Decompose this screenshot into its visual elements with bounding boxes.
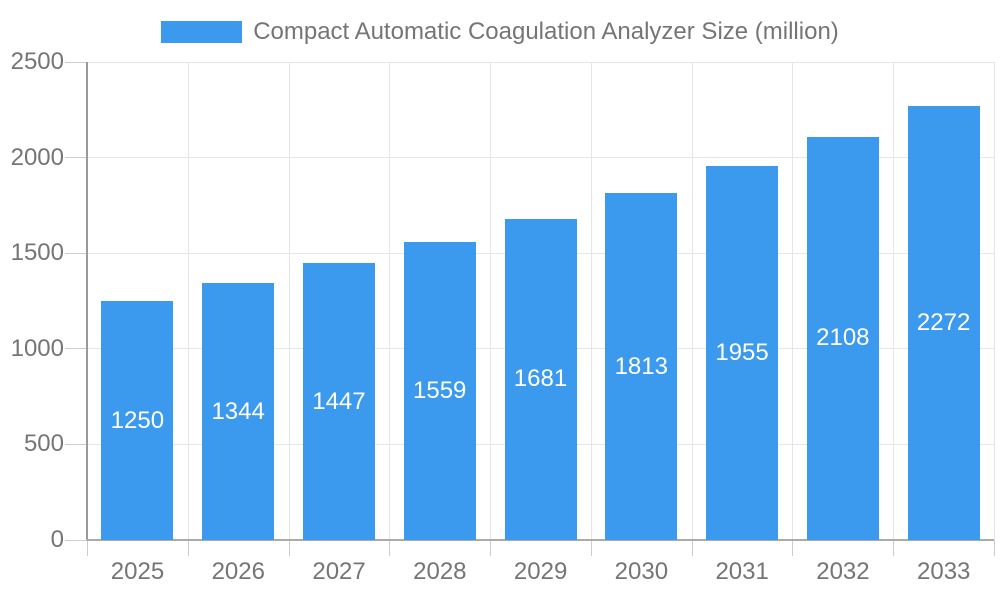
bar-value-label: 1344	[211, 397, 265, 425]
gridline-horizontal	[87, 61, 994, 63]
x-axis-tick	[691, 540, 693, 556]
x-axis-tick	[187, 540, 189, 556]
y-axis-tick	[65, 252, 87, 254]
gridline-vertical	[187, 62, 189, 540]
chart-legend[interactable]: Compact Automatic Coagulation Analyzer S…	[0, 16, 1000, 48]
gridline-vertical	[490, 62, 492, 540]
y-axis-tick-label: 500	[23, 430, 64, 458]
bar-2028[interactable]: 1559	[403, 241, 476, 540]
x-axis-tick-label-2033: 2033	[917, 558, 971, 585]
y-axis-tick	[65, 61, 87, 63]
gridline-vertical	[691, 62, 693, 540]
x-axis-tick-label-2025: 2025	[110, 558, 165, 585]
y-axis-tick-label: 0	[50, 526, 64, 553]
bar-2029[interactable]: 1681	[504, 218, 577, 540]
y-axis-tick-label: 1500	[10, 239, 64, 267]
x-axis-tick-label-2029: 2029	[513, 558, 568, 585]
y-axis-tick	[65, 443, 87, 445]
bar-value-label: 1955	[715, 339, 769, 367]
x-axis-tick-label-2032: 2032	[816, 558, 870, 585]
x-axis-tick-label-2031: 2031	[715, 558, 769, 585]
bar-value-label: 1447	[312, 387, 366, 415]
x-axis-tick	[590, 540, 592, 556]
bar-value-label: 1250	[110, 406, 165, 434]
gridline-vertical	[590, 62, 592, 540]
gridline-vertical	[792, 62, 794, 540]
legend-label: Compact Automatic Coagulation Analyzer S…	[253, 18, 839, 45]
y-axis-tick	[65, 348, 87, 350]
bar-2033[interactable]: 2272	[907, 105, 980, 540]
bar-2026[interactable]: 1344	[202, 283, 275, 540]
x-axis-tick-label-2028: 2028	[413, 558, 467, 585]
x-axis-tick	[490, 540, 492, 556]
x-axis-tick	[893, 540, 895, 556]
gridline-vertical	[288, 62, 290, 540]
x-axis-tick-label-2027: 2027	[312, 558, 366, 585]
x-axis-tick	[288, 540, 290, 556]
y-axis-tick-label: 1000	[10, 334, 64, 362]
y-axis-tick	[65, 539, 87, 541]
gridline-vertical	[893, 62, 895, 540]
y-axis-tick-label: 2500	[10, 48, 64, 75]
bar-value-label: 1681	[513, 365, 568, 393]
bar-2031[interactable]: 1955	[706, 166, 779, 540]
x-axis-tick	[792, 540, 794, 556]
bar-2032[interactable]: 2108	[806, 136, 879, 540]
y-axis-tick	[65, 157, 87, 159]
bar-2030[interactable]: 1813	[605, 193, 678, 540]
x-axis-tick-label-2026: 2026	[211, 558, 265, 585]
gridline-vertical	[994, 62, 995, 540]
bar-value-label: 1559	[413, 376, 467, 404]
x-axis-tick	[389, 540, 391, 556]
x-axis-tick	[994, 540, 995, 556]
bar-2027[interactable]: 1447	[302, 263, 375, 540]
y-axis-line	[86, 62, 88, 540]
y-axis-tick-label: 2000	[10, 143, 64, 171]
legend-swatch-icon	[161, 21, 243, 43]
bar-value-label: 2272	[916, 308, 971, 336]
x-axis-line	[87, 539, 994, 541]
bar-2025[interactable]: 1250	[101, 301, 174, 540]
gridline-vertical	[389, 62, 391, 540]
bar-value-label: 1813	[614, 352, 668, 380]
bar-value-label: 2108	[816, 324, 870, 352]
gridline-horizontal	[87, 157, 994, 159]
x-axis-tick-label-2030: 2030	[614, 558, 669, 585]
x-axis-tick	[87, 540, 88, 556]
